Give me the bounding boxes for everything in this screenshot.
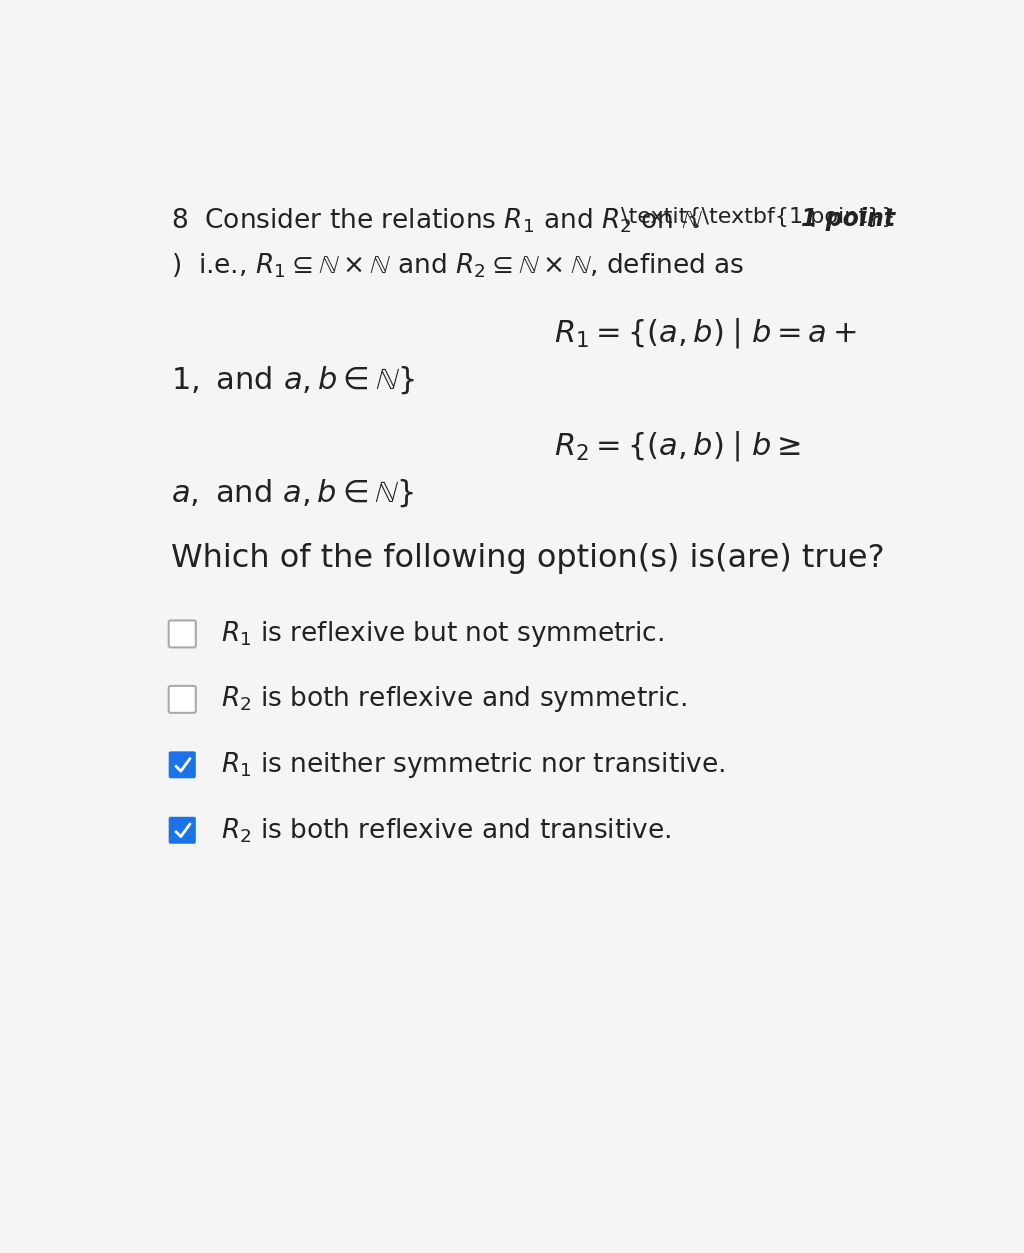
Text: 1 point: 1 point	[801, 207, 895, 231]
Text: \textit{\textbf{1 point}}: \textit{\textbf{1 point}}	[621, 207, 895, 227]
Text: $R_1$ is reflexive but not symmetric.: $R_1$ is reflexive but not symmetric.	[221, 619, 665, 649]
Text: $1, \ \mathrm{and}\ a, b \in \mathbb{N}\}$: $1, \ \mathrm{and}\ a, b \in \mathbb{N}\…	[171, 365, 415, 396]
Text: $R_2$ is both reflexive and transitive.: $R_2$ is both reflexive and transitive.	[221, 816, 672, 845]
Text: $a, \ \mathrm{and}\ a, b \in \mathbb{N}\}$: $a, \ \mathrm{and}\ a, b \in \mathbb{N}\…	[171, 477, 414, 509]
Text: Which of the following option(s) is(are) true?: Which of the following option(s) is(are)…	[171, 543, 885, 574]
Text: $R_1$ is neither symmetric nor transitive.: $R_1$ is neither symmetric nor transitiv…	[221, 749, 725, 779]
FancyBboxPatch shape	[169, 817, 196, 843]
FancyBboxPatch shape	[169, 752, 196, 778]
Text: )  i.e., $R_1 \subseteq \mathbb{N} \times \mathbb{N}$ and $R_2 \subseteq \mathbb: ) i.e., $R_1 \subseteq \mathbb{N} \times…	[171, 252, 744, 279]
Text: $R_1 = \{(a, b) \mid b = a +$: $R_1 = \{(a, b) \mid b = a +$	[554, 317, 857, 351]
Text: $R_2$ is both reflexive and symmetric.: $R_2$ is both reflexive and symmetric.	[221, 684, 687, 714]
Text: $R_2 = \{(a, b) \mid b \geq$: $R_2 = \{(a, b) \mid b \geq$	[554, 430, 801, 464]
Text: 8  Consider the relations $R_1$ and $R_2$ on $\mathbb{N}$: 8 Consider the relations $R_1$ and $R_2$…	[171, 207, 703, 236]
FancyBboxPatch shape	[169, 685, 196, 713]
FancyBboxPatch shape	[169, 620, 196, 648]
